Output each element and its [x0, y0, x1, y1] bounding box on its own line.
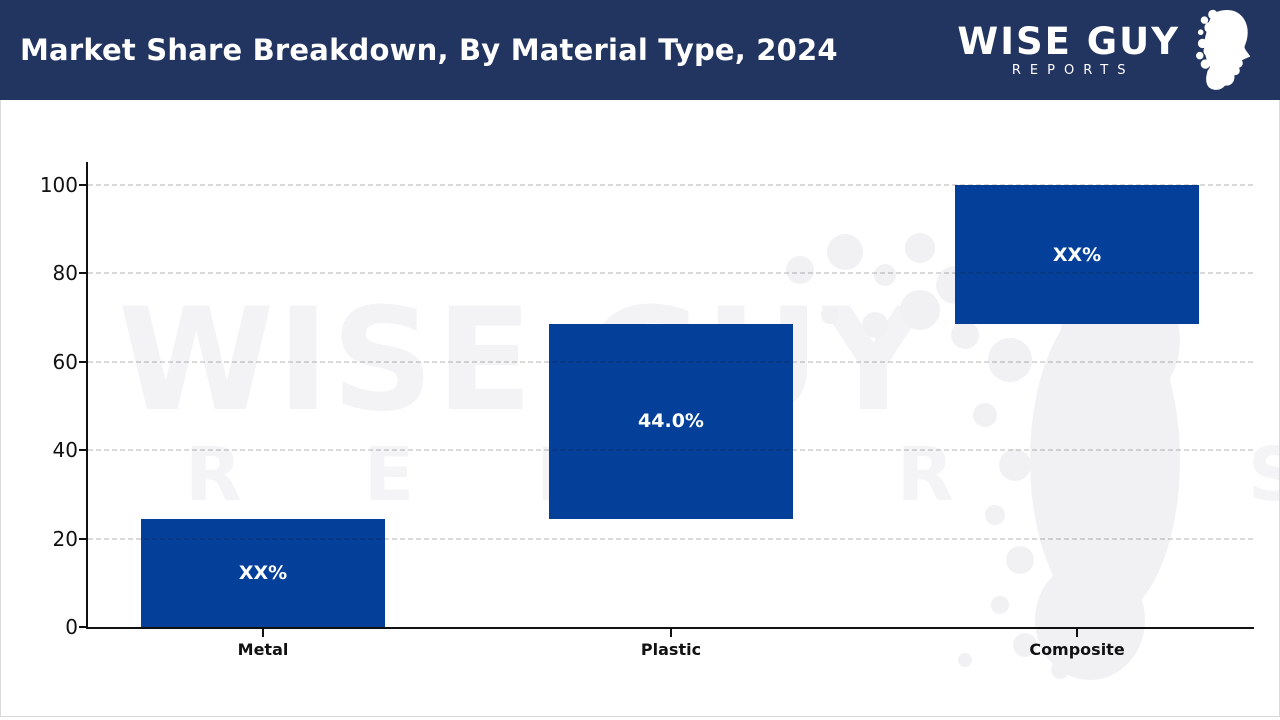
logo-subtitle: REPORTS	[1011, 63, 1135, 78]
y-tick-mark-20	[79, 537, 87, 540]
gridline-60	[88, 360, 1254, 363]
x-tick-label-plastic: Plastic	[640, 640, 702, 659]
y-tick-label-0: 0	[65, 615, 78, 639]
bar-value-label-composite: XX%	[1052, 243, 1102, 266]
y-tick-mark-40	[79, 449, 87, 452]
y-tick-label-40: 40	[52, 438, 78, 463]
x-tick-mark-metal	[262, 629, 264, 637]
gridline-20	[88, 537, 1254, 540]
bar-metal	[141, 518, 385, 627]
gridline-80	[88, 272, 1254, 275]
x-tick-label-composite: Composite	[1029, 640, 1125, 659]
y-tick-label-60: 60	[52, 349, 78, 374]
logo-face-icon	[1196, 9, 1251, 90]
x-axis-line	[86, 627, 1254, 629]
y-tick-label-80: 80	[52, 261, 78, 286]
y-axis-line	[86, 162, 88, 628]
page-title: Market Share Breakdown, By Material Type…	[20, 33, 838, 67]
wise-guy-reports-logo: WISE GUY REPORTS	[957, 7, 1280, 93]
y-tick-label-20: 20	[52, 526, 78, 551]
y-tick-label-100: 100	[39, 173, 78, 197]
logo-text: WISE GUY REPORTS	[957, 23, 1180, 77]
x-tick-mark-composite	[1076, 629, 1078, 637]
x-tick-mark-plastic	[670, 629, 672, 637]
gridline-40	[88, 449, 1254, 452]
y-tick-mark-60	[79, 360, 87, 363]
gridline-100	[88, 184, 1254, 186]
bar-value-label-plastic: 44.0%	[638, 410, 704, 433]
bar-plastic	[549, 324, 793, 519]
logo-wordmark: WISE GUY	[957, 20, 1180, 63]
bar-composite	[955, 185, 1199, 325]
x-tick-label-metal: Metal	[237, 640, 289, 659]
bar-value-label-metal: XX%	[238, 561, 288, 584]
y-tick-mark-80	[79, 272, 87, 275]
y-tick-mark-100	[79, 184, 87, 186]
header-bar: Market Share Breakdown, By Material Type…	[0, 0, 1280, 100]
y-tick-mark-0	[79, 626, 87, 628]
